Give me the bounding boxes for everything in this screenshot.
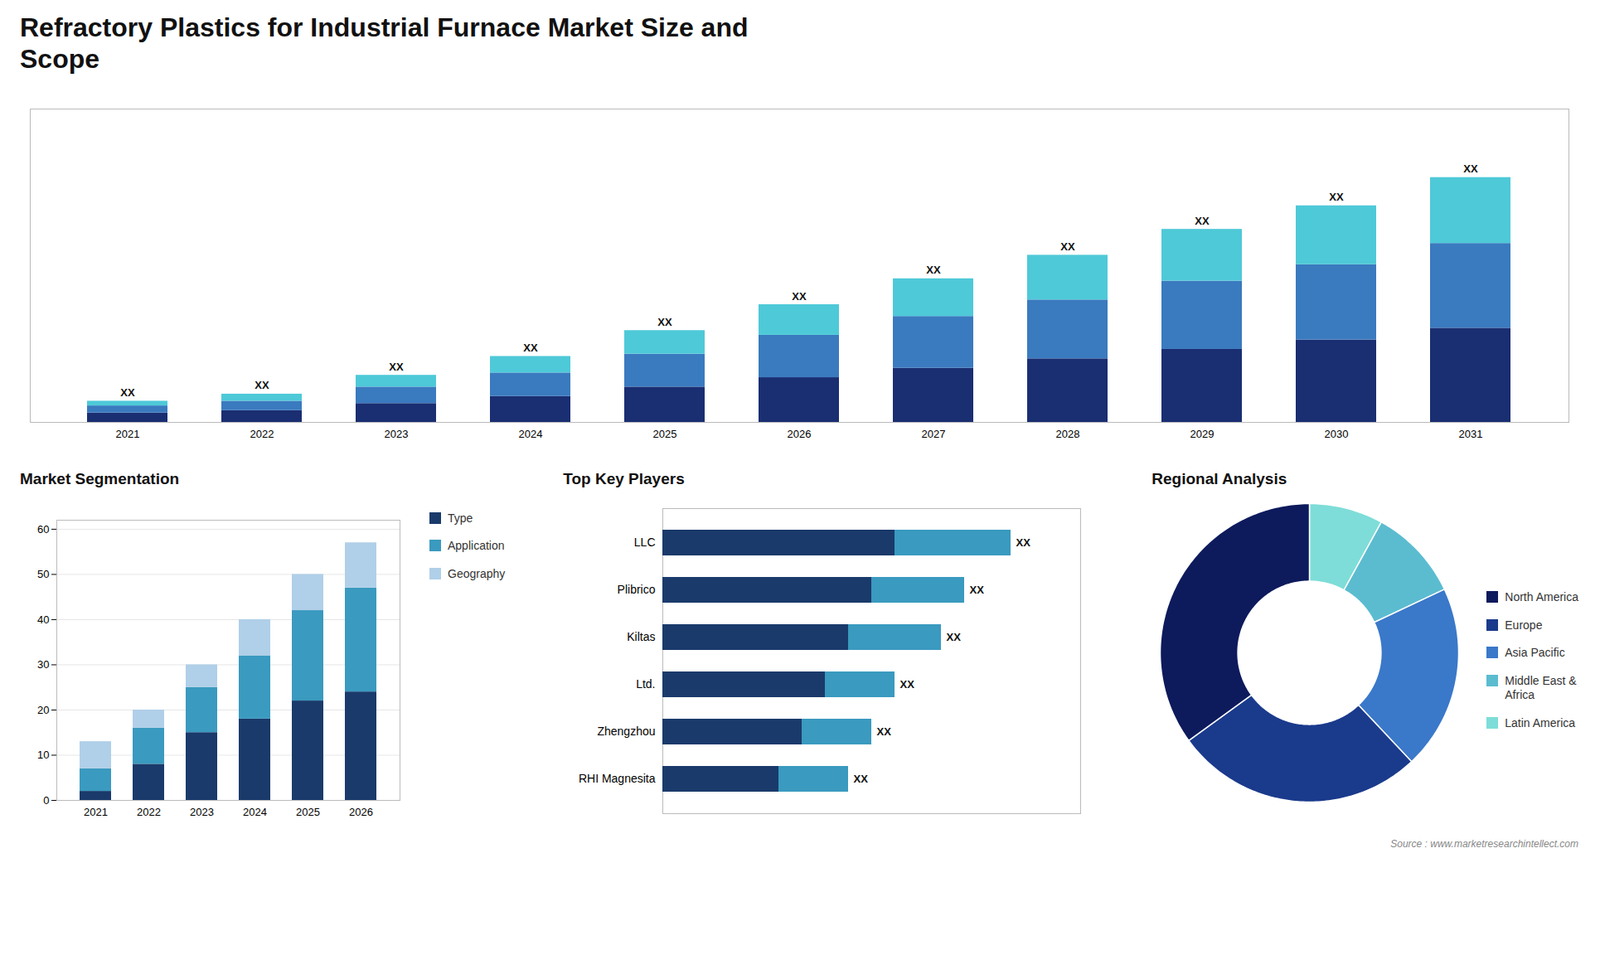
svg-text:2026: 2026 bbox=[787, 427, 812, 441]
svg-text:0: 0 bbox=[43, 793, 49, 806]
svg-text:2024: 2024 bbox=[242, 805, 267, 819]
svg-text:2021: 2021 bbox=[116, 427, 141, 441]
svg-text:XX: XX bbox=[946, 630, 962, 644]
svg-text:2027: 2027 bbox=[921, 427, 946, 441]
html-text:Type: Type bbox=[447, 511, 473, 525]
svg-text:2026: 2026 bbox=[349, 805, 374, 819]
svg-text:XX: XX bbox=[1060, 240, 1076, 253]
html-text:Latin America: Latin America bbox=[1504, 716, 1576, 730]
html-text:Regional Analysis: Regional Analysis bbox=[1151, 469, 1287, 488]
svg-text:XX: XX bbox=[1463, 162, 1479, 175]
svg-text:30: 30 bbox=[37, 658, 49, 671]
svg-text:XX: XX bbox=[853, 772, 869, 786]
svg-text:XX: XX bbox=[388, 359, 404, 373]
svg-text:Kiltas: Kiltas bbox=[627, 630, 656, 644]
html-text:North America: North America bbox=[1504, 590, 1579, 604]
svg-text:XX: XX bbox=[877, 725, 893, 738]
svg-text:2031: 2031 bbox=[1459, 427, 1484, 441]
svg-text:2025: 2025 bbox=[653, 427, 678, 441]
html-text:Asia Pacific: Asia Pacific bbox=[1504, 646, 1565, 660]
html-text:Market Segmentation: Market Segmentation bbox=[19, 469, 180, 488]
svg-text:Ltd.: Ltd. bbox=[635, 677, 655, 691]
svg-text:XX: XX bbox=[969, 583, 985, 597]
svg-text:2024: 2024 bbox=[518, 427, 544, 441]
svg-text:RHI Magnesita: RHI Magnesita bbox=[578, 771, 656, 786]
svg-text:2023: 2023 bbox=[384, 427, 409, 441]
svg-text:XX: XX bbox=[900, 678, 916, 691]
svg-text:2022: 2022 bbox=[136, 805, 161, 819]
svg-text:2029: 2029 bbox=[1190, 427, 1215, 441]
svg-text:XX: XX bbox=[120, 386, 136, 399]
svg-text:60: 60 bbox=[37, 522, 49, 535]
svg-text:XX: XX bbox=[791, 289, 807, 302]
svg-text:XX: XX bbox=[926, 263, 941, 277]
html-text:Application: Application bbox=[447, 539, 505, 553]
svg-text:XX: XX bbox=[523, 341, 539, 354]
html-text:Top Key Players: Top Key Players bbox=[563, 469, 685, 488]
svg-text:Plibrico: Plibrico bbox=[617, 582, 656, 597]
svg-text:XX: XX bbox=[254, 378, 270, 392]
svg-text:50: 50 bbox=[37, 567, 49, 581]
svg-text:20: 20 bbox=[37, 703, 49, 716]
svg-text:2030: 2030 bbox=[1324, 427, 1349, 441]
svg-text:XX: XX bbox=[657, 315, 673, 329]
html-text:Source : www.marketresearchint: Source : www.marketresearchintellect.com bbox=[1390, 837, 1579, 850]
svg-text:XX: XX bbox=[1328, 190, 1344, 204]
svg-text:Zhengzhou: Zhengzhou bbox=[597, 724, 656, 738]
html-text:Europe: Europe bbox=[1504, 618, 1543, 632]
svg-text:2028: 2028 bbox=[1056, 427, 1081, 441]
svg-text:2025: 2025 bbox=[295, 805, 320, 819]
html-text:Refractory Plastics for Indust: Refractory Plastics for Industrial Furna… bbox=[19, 12, 749, 75]
svg-text:LLC: LLC bbox=[634, 535, 656, 549]
svg-text:XX: XX bbox=[1016, 536, 1032, 549]
svg-text:2021: 2021 bbox=[83, 805, 108, 819]
svg-text:2023: 2023 bbox=[189, 805, 214, 819]
html-text:Middle East & Africa: Middle East & Africa bbox=[1504, 673, 1577, 702]
svg-text:40: 40 bbox=[37, 612, 49, 626]
svg-text:2022: 2022 bbox=[250, 427, 275, 441]
svg-text:XX: XX bbox=[1194, 213, 1210, 227]
svg-text:10: 10 bbox=[37, 748, 49, 762]
html-text:Geography: Geography bbox=[447, 566, 506, 581]
